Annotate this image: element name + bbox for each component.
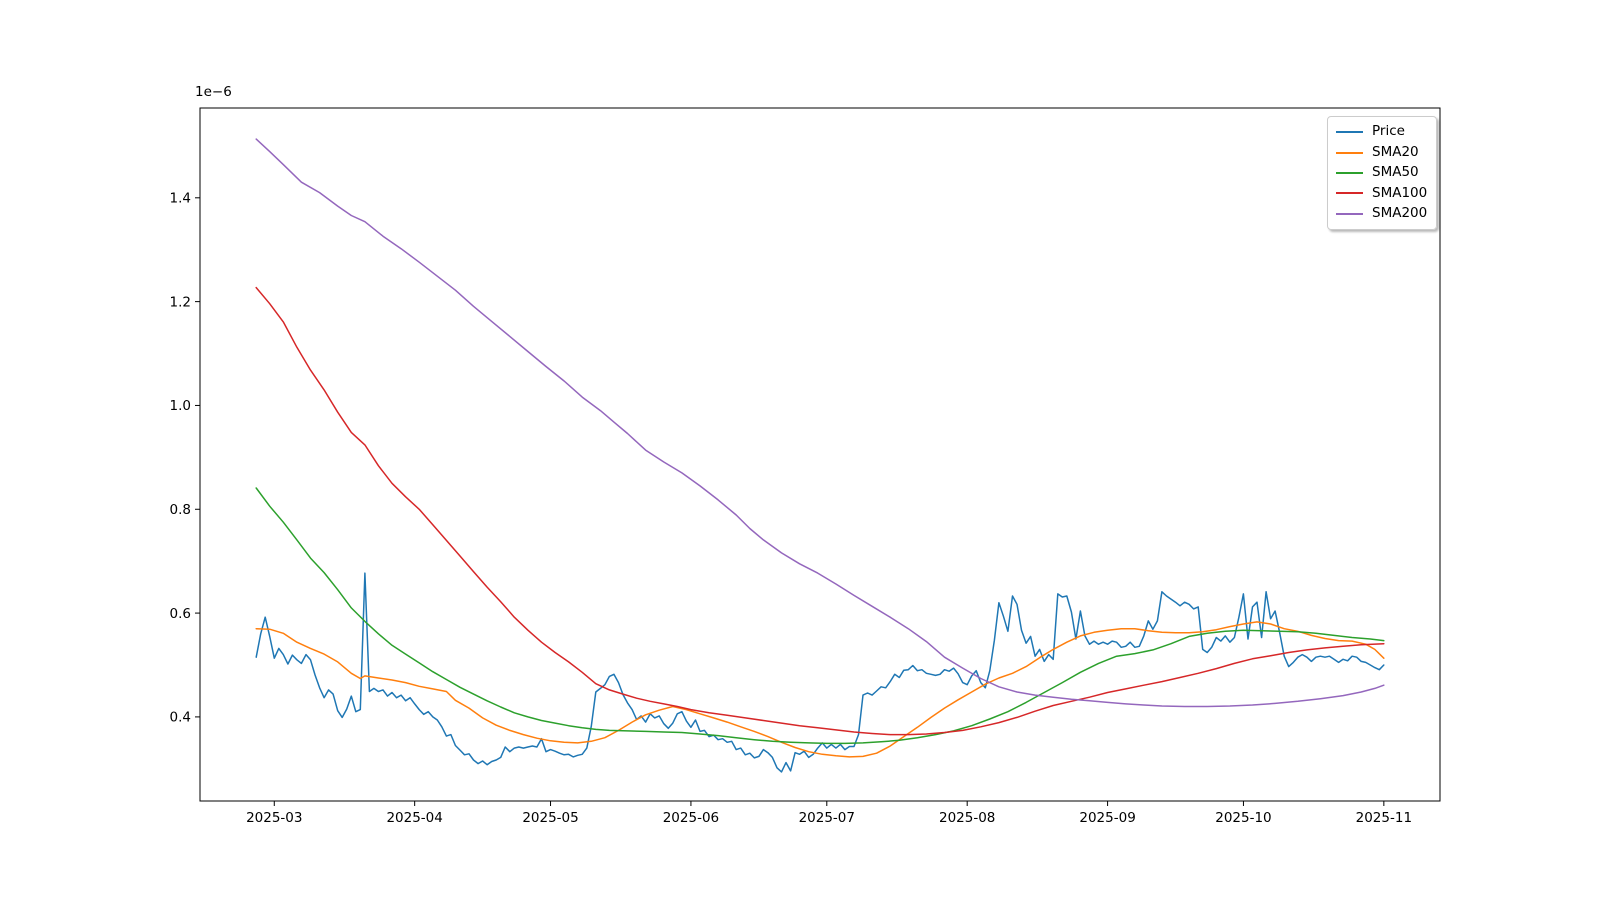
series-line-sma100 xyxy=(255,286,1385,736)
series-line-sma200 xyxy=(255,138,1385,708)
legend-entry-sma50: SMA50 xyxy=(1336,163,1427,183)
legend-label: SMA50 xyxy=(1372,164,1419,181)
x-tick-label: 2025-11 xyxy=(1356,810,1412,826)
y-tick-label: 0.6 xyxy=(170,606,191,622)
x-tick-label: 2025-05 xyxy=(522,810,578,826)
x-tick-label: 2025-06 xyxy=(663,810,719,826)
x-tick-label: 2025-07 xyxy=(799,810,855,826)
series-line-sma20 xyxy=(255,621,1385,758)
y-tick-label: 1.4 xyxy=(170,191,191,207)
legend-entry-sma20: SMA20 xyxy=(1336,142,1427,162)
legend-line-sample xyxy=(1336,171,1363,174)
x-tick-label: 2025-10 xyxy=(1215,810,1271,826)
y-tick-label: 0.8 xyxy=(170,502,191,518)
legend-label: SMA100 xyxy=(1372,184,1428,201)
series-line-sma50 xyxy=(255,487,1385,745)
axes-frame xyxy=(199,107,1441,802)
x-tick-label: 2025-04 xyxy=(386,810,442,826)
x-tick-label: 2025-03 xyxy=(246,810,302,826)
legend: Price SMA20 SMA50 SMA100 SMA200 xyxy=(1327,116,1438,230)
legend-label: SMA200 xyxy=(1372,205,1428,221)
y-axis-offset-label: 1e−6 xyxy=(195,84,232,100)
y-tick-label: 0.4 xyxy=(170,710,191,726)
legend-line-sample xyxy=(1336,192,1363,195)
legend-line-sample xyxy=(1336,131,1363,134)
legend-entry-sma200: SMA200 xyxy=(1336,204,1427,224)
legend-line-sample xyxy=(1336,151,1363,154)
series-line-price xyxy=(255,572,1385,773)
legend-label: Price xyxy=(1372,123,1405,140)
legend-entry-price: Price xyxy=(1336,122,1427,142)
y-tick-label: 1.0 xyxy=(170,398,191,414)
y-tick-label: 1.2 xyxy=(170,294,191,310)
x-tick-label: 2025-09 xyxy=(1079,810,1135,826)
x-tick-label: 2025-08 xyxy=(939,810,995,826)
legend-label: SMA20 xyxy=(1372,143,1419,160)
legend-entry-sma100: SMA100 xyxy=(1336,183,1427,203)
legend-line-sample xyxy=(1336,212,1363,215)
